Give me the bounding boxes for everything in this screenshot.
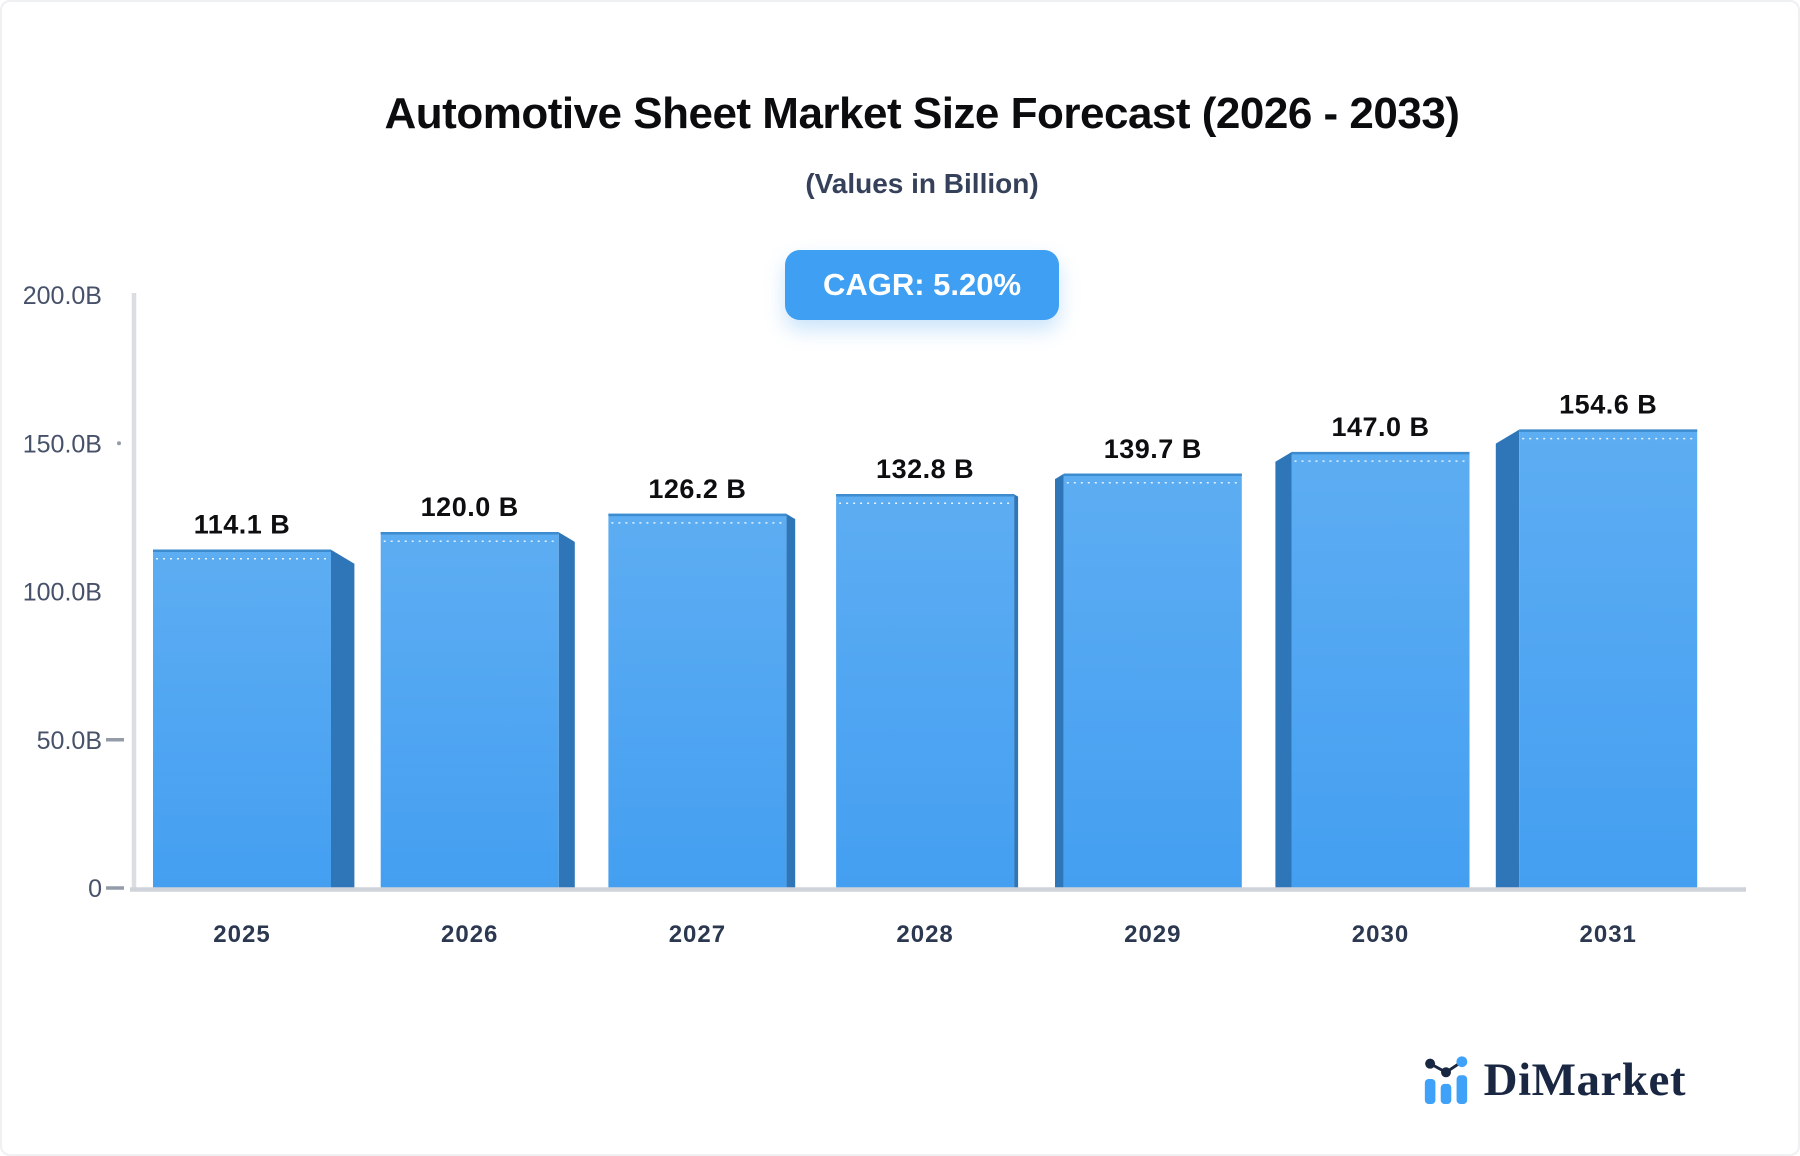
x-axis-label: 2030 <box>1352 921 1409 948</box>
bar-value-label: 126.2 B <box>648 474 746 504</box>
x-axis-label: 2026 <box>441 921 498 948</box>
x-axis-label: 2031 <box>1580 921 1637 948</box>
x-axis-label: 2027 <box>669 921 726 948</box>
bar-side-2029 <box>1055 473 1064 888</box>
bar-side-2028 <box>1014 494 1019 888</box>
chart-header: Automotive Sheet Market Size Forecast (2… <box>32 2 1798 320</box>
bar-value-label: 147.0 B <box>1331 412 1429 442</box>
y-tick <box>117 441 121 446</box>
bar-value-label: 132.8 B <box>876 454 974 484</box>
brand-logo: DiMarket <box>1421 1052 1686 1108</box>
bar-side-2026 <box>558 532 575 888</box>
x-axis-label: 2029 <box>1124 921 1181 948</box>
y-axis-label: 100.0B <box>23 579 102 607</box>
bar-2028 <box>836 494 1015 888</box>
bar-side-2025 <box>331 549 355 888</box>
bar-2025 <box>153 549 331 888</box>
y-axis-label: 50.0B <box>37 727 102 755</box>
bar-side-2027 <box>786 513 796 888</box>
bar-value-label: 114.1 B <box>194 510 291 540</box>
bar-value-label: 139.7 B <box>1104 434 1202 464</box>
bar-side-2030 <box>1275 452 1292 888</box>
y-axis-label: 200.0B <box>23 282 102 310</box>
dimarket-logo-icon <box>1424 1056 1467 1105</box>
bar-2031 <box>1519 429 1698 888</box>
cagr-badge: CAGR: 5.20% <box>784 250 1060 320</box>
y-axis-label: 0 <box>88 875 102 903</box>
bar-2030 <box>1291 452 1470 888</box>
bar-2027 <box>608 513 787 888</box>
bar-value-label: 120.0 B <box>421 492 519 522</box>
bar-value-label: 154.6 B <box>1559 390 1657 420</box>
x-axis-label: 2028 <box>896 921 953 948</box>
y-axis-label: 150.0B <box>23 430 102 458</box>
bar-side-2031 <box>1495 429 1520 888</box>
bar-2029 <box>1063 473 1242 888</box>
bar-2026 <box>380 532 559 888</box>
brand-name: DiMarket <box>1483 1054 1686 1106</box>
chart-subtitle: (Values in Billion) <box>805 168 1039 199</box>
x-axis-label: 2025 <box>213 921 270 948</box>
chart-title: Automotive Sheet Market Size Forecast (2… <box>384 89 1460 138</box>
